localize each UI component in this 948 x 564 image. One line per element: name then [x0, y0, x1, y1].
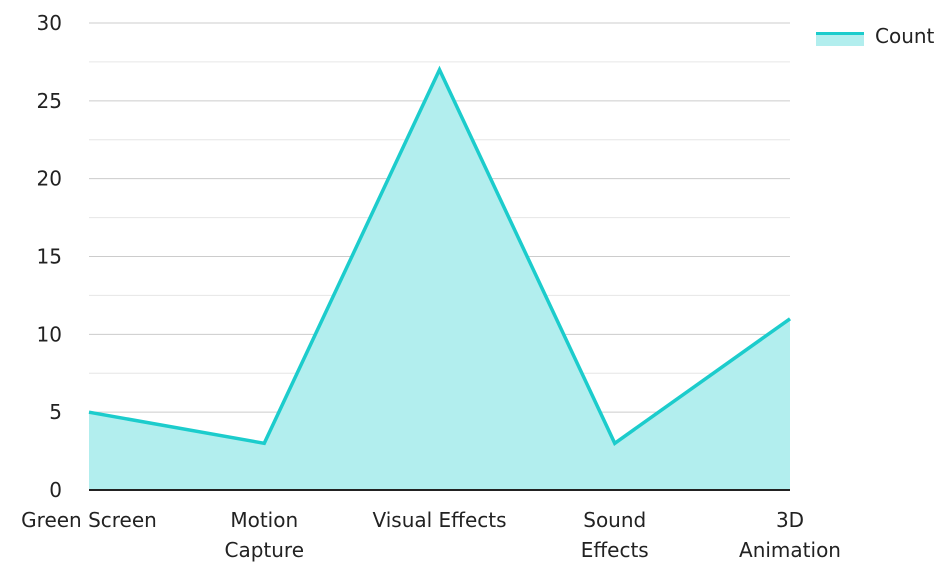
x-tick-label: Green Screen: [21, 508, 157, 532]
y-tick-label: 20: [37, 167, 62, 191]
legend-swatch: [816, 32, 864, 46]
x-tick-label: Visual Effects: [372, 508, 506, 532]
x-tick-label-line: Green Screen: [21, 508, 157, 532]
legend: Count: [816, 24, 935, 48]
x-tick-label-line: Capture: [224, 538, 304, 562]
y-tick-label: 0: [49, 478, 62, 502]
x-tick-label: 3D Animation: [739, 508, 841, 562]
x-axis-ticks: Green Screen Motion Capture Visual Effects S…: [21, 508, 841, 562]
x-tick-label: Sound Effects: [581, 508, 649, 562]
area-fill-count: [89, 69, 790, 490]
x-tick-label-line: 3D: [776, 508, 804, 532]
y-axis-ticks: 0 5 10 15 20 25 30: [37, 11, 62, 502]
x-tick-label-line: Effects: [581, 538, 649, 562]
y-tick-label: 25: [37, 89, 62, 113]
x-tick-label-line: Animation: [739, 538, 841, 562]
area-series: [88, 65, 792, 490]
y-tick-label: 10: [37, 322, 62, 346]
x-tick-label-line: Sound: [583, 508, 646, 532]
y-tick-label: 5: [49, 400, 62, 424]
y-tick-label: 15: [37, 245, 62, 269]
x-tick-label: Motion Capture: [224, 508, 304, 562]
x-tick-label-line: Visual Effects: [372, 508, 506, 532]
legend-label-count: Count: [875, 24, 935, 48]
x-tick-label-line: Motion: [230, 508, 298, 532]
y-tick-label: 30: [37, 11, 62, 35]
